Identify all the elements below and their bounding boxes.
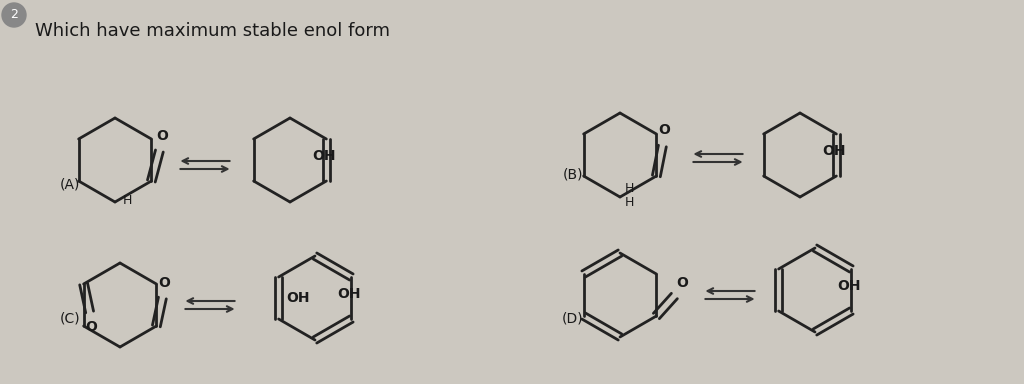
Text: (C): (C) (60, 311, 81, 325)
Text: O: O (677, 276, 688, 290)
Text: (A): (A) (60, 178, 80, 192)
Circle shape (2, 3, 26, 27)
Text: O: O (658, 123, 671, 137)
Text: OH: OH (838, 279, 861, 293)
Text: O: O (86, 320, 97, 334)
Text: OH: OH (312, 149, 336, 163)
Text: (D): (D) (562, 311, 584, 325)
Text: Which have maximum stable enol form: Which have maximum stable enol form (35, 22, 390, 40)
Text: O: O (159, 276, 170, 290)
Text: 2: 2 (10, 8, 18, 22)
Text: OH: OH (822, 144, 846, 158)
Text: H: H (123, 194, 132, 207)
Text: (B): (B) (563, 168, 584, 182)
Text: OH: OH (287, 291, 310, 305)
Text: H: H (625, 182, 635, 195)
Text: O: O (157, 129, 168, 143)
Text: OH: OH (338, 287, 361, 301)
Text: H: H (625, 197, 635, 210)
